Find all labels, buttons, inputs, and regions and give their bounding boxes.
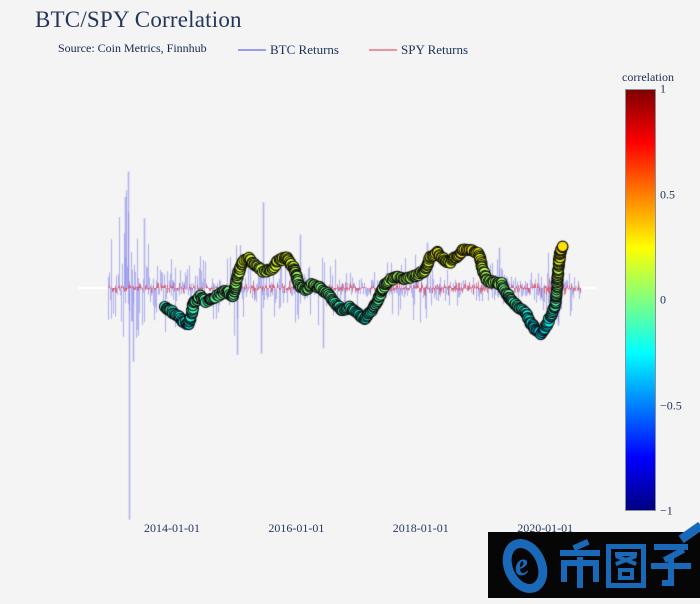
colorbar-title: correlation bbox=[622, 70, 674, 84]
legend-item-btc-returns: BTC Returns bbox=[238, 42, 339, 58]
x-axis-tick-label: 2018-01-01 bbox=[392, 521, 449, 535]
watermark: e 币圈子 bbox=[488, 521, 700, 601]
x-axis-tick-label: 2016-01-01 bbox=[268, 521, 325, 535]
colorbar-tick-label: −1 bbox=[660, 503, 673, 518]
colorbar-tick-label: 0 bbox=[660, 292, 666, 307]
page-title: BTC/SPY Correlation bbox=[35, 7, 242, 32]
e-disc-logo-icon: e bbox=[494, 531, 556, 601]
legend-label-btc: BTC Returns bbox=[270, 42, 339, 57]
watermark-cn-char-bi bbox=[560, 539, 600, 588]
chart-subtitle: Source: Coin Metrics, Finnhub bbox=[58, 41, 207, 55]
watermark-cn-char-zi bbox=[651, 542, 691, 588]
colorbar-gradient bbox=[625, 89, 656, 511]
btc-line-swatch bbox=[238, 49, 266, 51]
legend: BTC Returns SPY Returns bbox=[238, 42, 490, 58]
spy-line-swatch bbox=[368, 49, 397, 51]
watermark-cn-char-quan bbox=[606, 542, 646, 588]
legend-item-spy-returns: SPY Returns bbox=[368, 42, 469, 58]
x-axis-tick-label: 2014-01-01 bbox=[144, 521, 200, 535]
colorbar-tick-label: −0.5 bbox=[660, 398, 682, 412]
x-axis-tick-label: 2020-01-01 bbox=[517, 521, 574, 535]
colorbar-tick-label: 1 bbox=[660, 81, 666, 96]
colorbar-tick-label: 0.5 bbox=[660, 187, 675, 201]
legend-label-spy: SPY Returns bbox=[400, 42, 469, 57]
